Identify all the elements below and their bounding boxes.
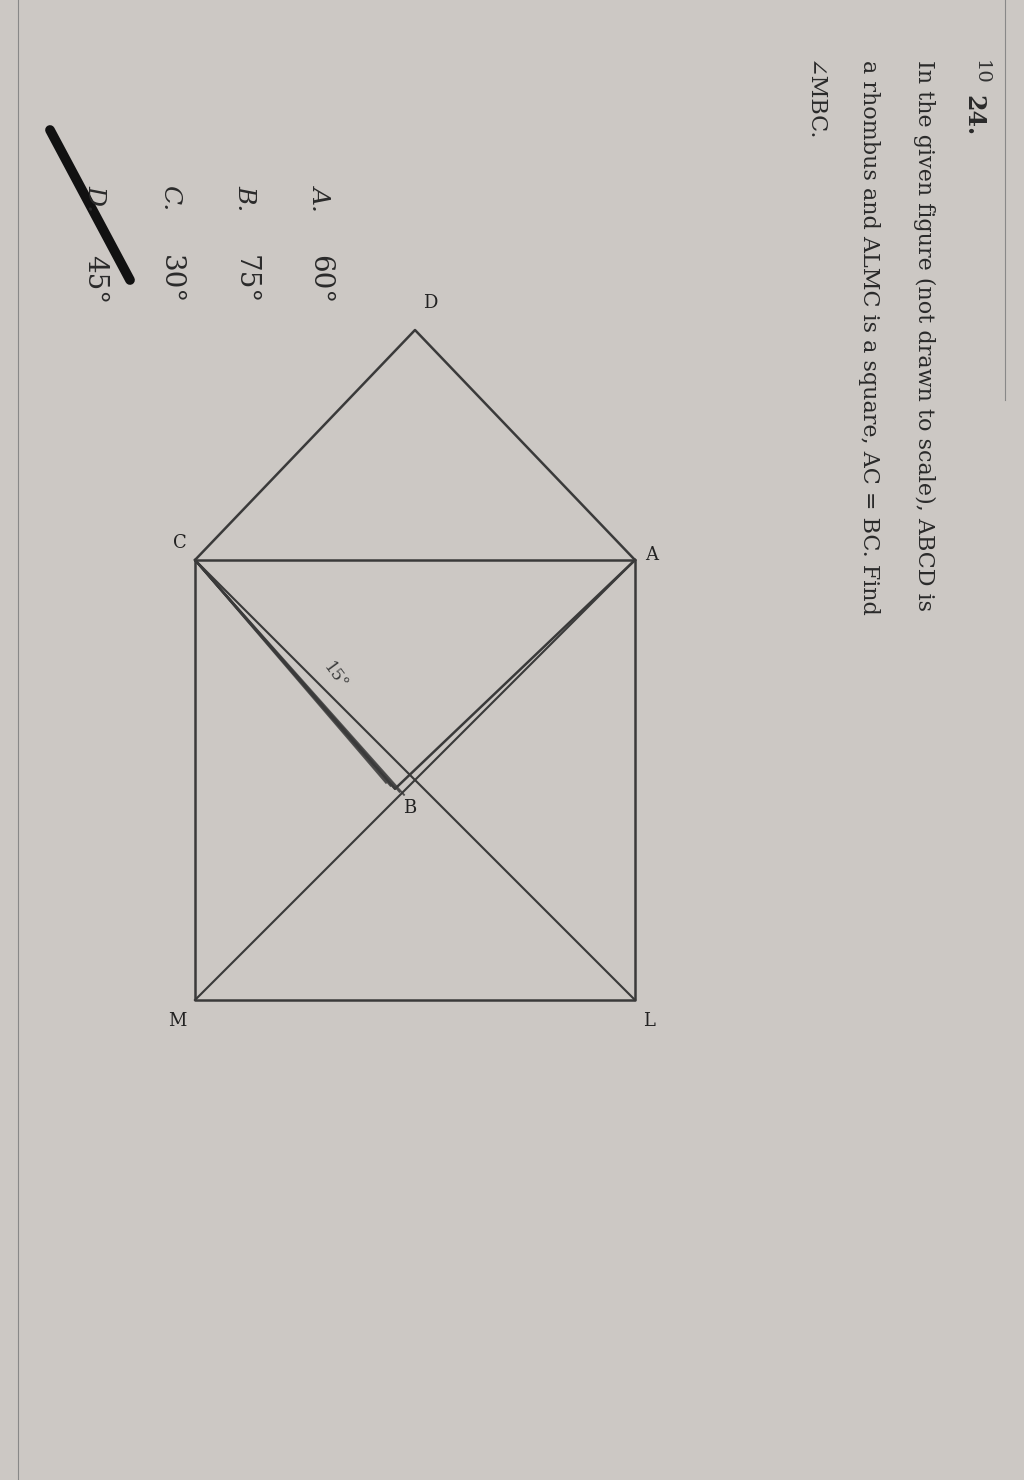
Text: L: L (643, 1012, 655, 1030)
Text: 10: 10 (972, 61, 990, 84)
Text: a rhombus and ALMC is a square, AC = BC. Find: a rhombus and ALMC is a square, AC = BC.… (858, 61, 880, 614)
Text: 15°: 15° (319, 659, 351, 693)
Text: In the given figure (not drawn to scale), ABCD is: In the given figure (not drawn to scale)… (913, 61, 935, 611)
Text: B: B (403, 799, 416, 817)
Text: A: A (645, 546, 658, 564)
Text: B.: B. (233, 185, 256, 212)
Text: C: C (173, 534, 187, 552)
Text: 60°: 60° (306, 255, 334, 305)
Text: A.: A. (308, 185, 332, 212)
Text: 30°: 30° (157, 255, 183, 305)
Text: 24.: 24. (961, 95, 985, 136)
Text: 75°: 75° (231, 255, 258, 305)
Text: ∠MBC.: ∠MBC. (803, 61, 825, 142)
Text: C.: C. (159, 185, 181, 212)
Text: D.: D. (84, 185, 106, 212)
Text: M: M (169, 1012, 187, 1030)
Text: D: D (423, 295, 437, 312)
Text: 45°: 45° (82, 255, 109, 303)
